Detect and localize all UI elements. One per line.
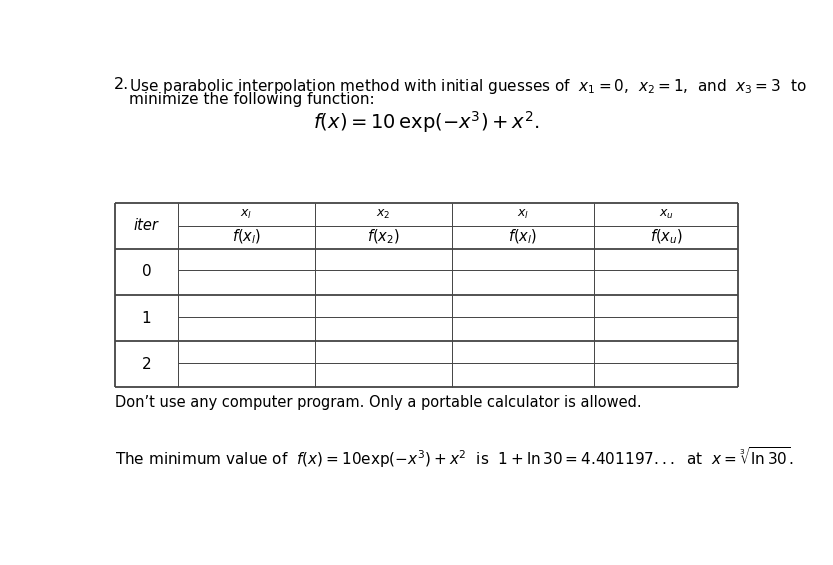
Text: $x_2$: $x_2$ — [377, 207, 391, 221]
Text: $x_l$: $x_l$ — [517, 207, 529, 221]
Text: $f(x_2)$: $f(x_2)$ — [367, 228, 400, 246]
Text: $x_u$: $x_u$ — [659, 207, 673, 221]
Text: $f(x_l)$: $f(x_l)$ — [508, 228, 537, 246]
Text: minimize the following function:: minimize the following function: — [129, 93, 375, 107]
Text: Don’t use any computer program. Only a portable calculator is allowed.: Don’t use any computer program. Only a p… — [115, 395, 641, 410]
Text: 1: 1 — [142, 311, 151, 325]
Text: $x_l$: $x_l$ — [240, 207, 252, 221]
Text: 2.: 2. — [113, 77, 128, 92]
Text: $f(x_u)$: $f(x_u)$ — [650, 228, 682, 246]
Text: $f(x_l)$: $f(x_l)$ — [232, 228, 261, 246]
Text: 2: 2 — [142, 357, 151, 372]
Text: Use parabolic interpolation method with initial guesses of  $x_1=0$,  $x_2=1$,  : Use parabolic interpolation method with … — [129, 77, 806, 96]
Text: The minimum value of  $f(x)=10\exp(-x^3)+x^2$  is  $1+\ln 30 = 4.401197...$  at : The minimum value of $f(x)=10\exp(-x^3)+… — [115, 445, 794, 470]
Text: iter: iter — [134, 218, 159, 233]
Text: 0: 0 — [142, 264, 151, 279]
Text: $f(x)=10\,\mathrm{exp}(-x^3)+x^2.$: $f(x)=10\,\mathrm{exp}(-x^3)+x^2.$ — [313, 110, 540, 135]
